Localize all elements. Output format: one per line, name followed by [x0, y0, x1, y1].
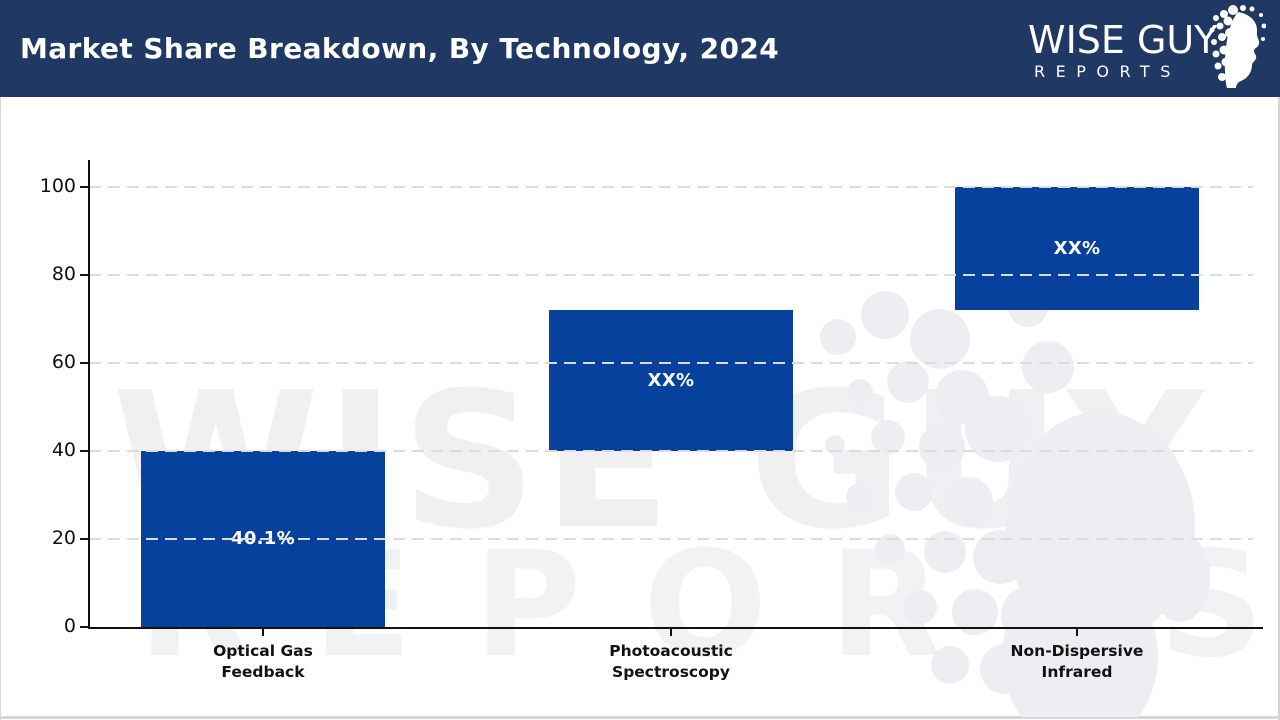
x-tick-mark: [262, 629, 264, 636]
y-tick-mark: [80, 538, 88, 540]
y-tick-label: 40: [51, 439, 76, 461]
y-tick-label: 20: [51, 527, 76, 549]
page-title: Market Share Breakdown, By Technology, 2…: [20, 32, 780, 65]
logo-wordmark: WISE GUY: [1028, 18, 1218, 62]
gridline: [89, 450, 1253, 452]
frame-border-bottom: [0, 716, 1280, 719]
y-tick-mark: [80, 450, 88, 452]
wise-guy-reports-logo: WISE GUY REPORTS: [1026, 4, 1267, 94]
logo-graphic: WISE GUY REPORTS: [1028, 4, 1267, 88]
header-bar: Market Share Breakdown, By Technology, 2…: [0, 0, 1280, 97]
watermark-face-icon: [820, 287, 1210, 717]
gridline: [89, 538, 1253, 540]
gridline: [89, 362, 1253, 364]
logo-subtext: REPORTS: [1034, 62, 1181, 81]
category-label-line: Optical Gas: [213, 642, 313, 660]
chart-area: WISE GUY REPORTS 40.1% XX% XX% 0 20 40 60 80 100…: [0, 97, 1280, 717]
bar-segment: XX%: [955, 187, 1199, 311]
category-label: Optical Gas Feedback: [133, 641, 393, 683]
category-label-line: Non-Dispersive: [1010, 642, 1144, 660]
face-profile-icon: [1209, 4, 1267, 88]
category-label-line: Infrared: [1041, 663, 1113, 681]
bar-value-label: XX%: [1053, 238, 1101, 260]
x-tick-mark: [670, 629, 672, 636]
y-tick-mark: [80, 186, 88, 188]
y-tick-mark: [80, 274, 88, 276]
bar-value-label: XX%: [647, 369, 695, 391]
y-tick-mark: [80, 362, 88, 364]
category-label-line: Feedback: [221, 663, 305, 681]
frame-border-right: [1278, 97, 1280, 720]
category-label: Photoacoustic Spectroscopy: [541, 641, 801, 683]
frame-border-left: [0, 97, 1, 720]
bar-segment: XX%: [549, 310, 793, 451]
y-tick-label: 60: [51, 351, 76, 373]
category-label-line: Photoacoustic: [609, 642, 733, 660]
y-tick-label: 80: [51, 263, 76, 285]
x-tick-mark: [1076, 629, 1078, 636]
y-axis: [88, 160, 90, 629]
gridline: [89, 274, 1253, 276]
category-label-line: Spectroscopy: [612, 663, 730, 681]
category-label: Non-Dispersive Infrared: [947, 641, 1207, 683]
y-tick-mark: [80, 626, 88, 628]
y-tick-label: 100: [39, 175, 76, 197]
x-axis: [88, 627, 1263, 629]
y-tick-label: 0: [63, 615, 76, 637]
gridline: [89, 186, 1253, 188]
